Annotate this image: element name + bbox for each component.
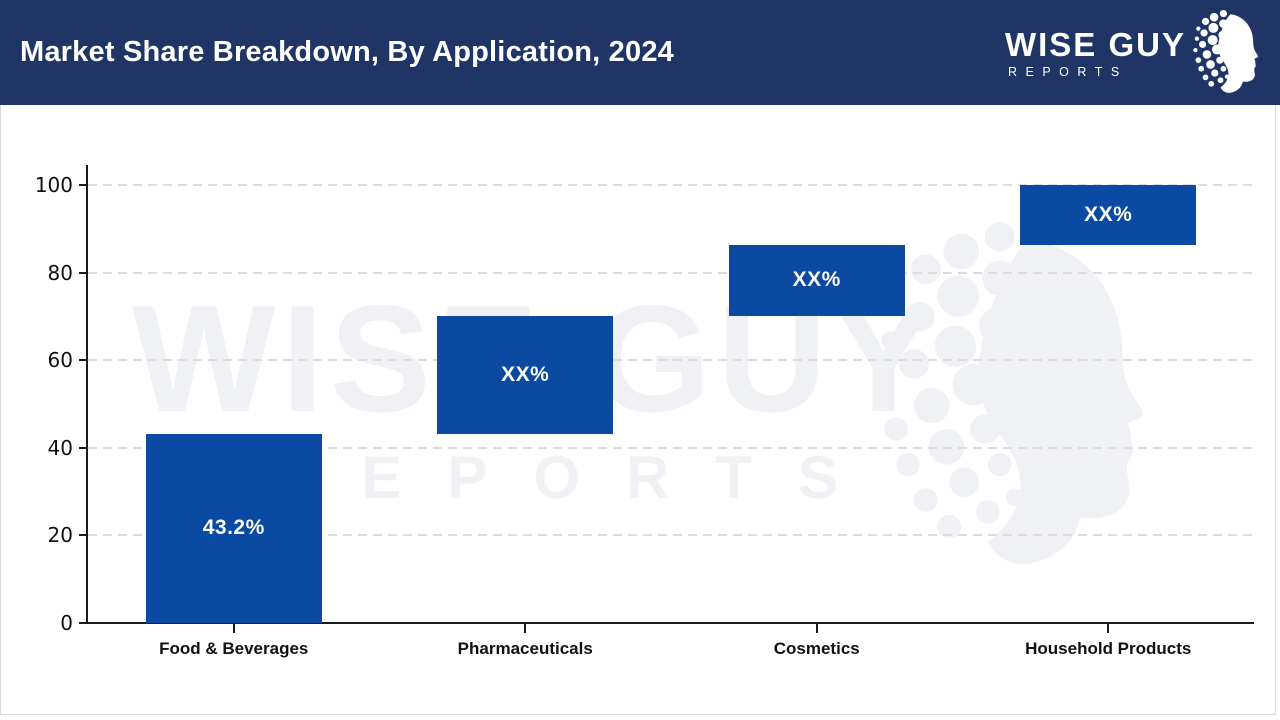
y-tick-label-60: 60 <box>47 348 73 373</box>
bar-value-label: XX% <box>501 362 550 386</box>
x-category-label-household-products: Household Products <box>1025 639 1192 658</box>
y-tick-label-100: 100 <box>34 173 73 197</box>
y-tick-80 <box>79 271 87 274</box>
y-tick-0 <box>79 622 87 624</box>
gridline-40 <box>88 446 1254 449</box>
gridline-80 <box>88 271 1254 274</box>
bar-value-label: XX% <box>1084 203 1133 226</box>
y-tick-label-20: 20 <box>47 523 73 548</box>
y-tick-label-80: 80 <box>47 260 73 285</box>
gridline-60 <box>88 359 1254 362</box>
x-category-label-cosmetics: Cosmetics <box>773 639 860 658</box>
x-tick-food-beverages <box>232 624 235 633</box>
logo-subtitle: REPORTS <box>1007 64 1128 79</box>
y-tick-40 <box>79 446 87 449</box>
bar-pharmaceuticals: XX% <box>437 315 614 434</box>
chart-card-frame <box>0 105 1276 715</box>
y-tick-label-0: 0 <box>60 611 73 635</box>
y-tick-100 <box>79 184 87 186</box>
x-category-label-pharmaceuticals: Pharmaceuticals <box>457 639 593 658</box>
logo-wordmark: WISE GUY <box>1004 25 1186 63</box>
y-tick-60 <box>79 359 87 362</box>
bar-value-label: XX% <box>792 268 841 292</box>
x-axis-spine <box>86 622 1254 624</box>
brand-logo: WISE GUY REPORTS <box>1005 10 1264 94</box>
y-tick-20 <box>79 534 87 537</box>
y-tick-label-40: 40 <box>47 435 73 460</box>
page-title: Market Share Breakdown, By Application, … <box>20 36 674 68</box>
x-tick-pharmaceuticals <box>524 624 527 633</box>
bar-value-label: 43.2% <box>202 516 265 540</box>
header-bar: Market Share Breakdown, By Application, … <box>0 0 1280 105</box>
bar-cosmetics: XX% <box>728 245 905 316</box>
gridline-20 <box>88 534 1254 537</box>
brand-logo-text: WISE GUY REPORTS <box>1005 28 1186 79</box>
bar-household-products: XX% <box>1020 185 1197 245</box>
dotted-head-logo-icon <box>1193 10 1258 93</box>
x-category-label-food-beverages: Food & Beverages <box>159 639 309 658</box>
gridline-100 <box>88 184 1254 186</box>
y-axis-spine <box>86 165 88 624</box>
bar-food-beverages: 43.2% <box>145 433 322 623</box>
x-tick-household-products <box>1107 624 1110 633</box>
x-tick-cosmetics <box>815 624 818 633</box>
